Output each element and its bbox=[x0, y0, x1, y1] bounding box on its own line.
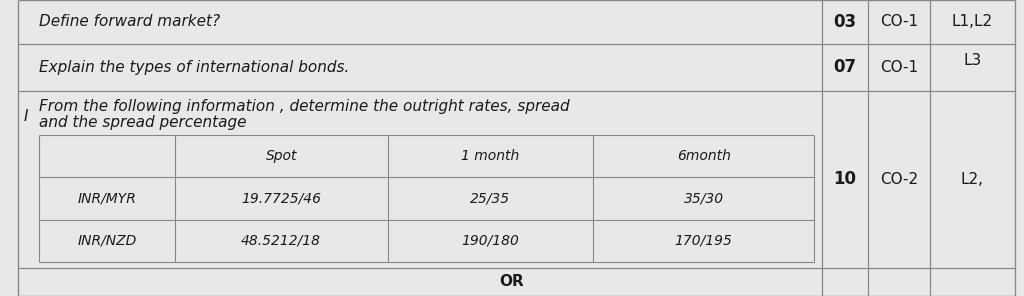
Text: 1 month: 1 month bbox=[462, 149, 519, 163]
Text: 6month: 6month bbox=[677, 149, 730, 163]
Text: CO-2: CO-2 bbox=[880, 172, 919, 187]
Text: 19.7725/46: 19.7725/46 bbox=[242, 192, 322, 205]
Text: Explain the types of international bonds.: Explain the types of international bonds… bbox=[39, 60, 349, 75]
Text: 07: 07 bbox=[834, 59, 856, 76]
Text: 03: 03 bbox=[834, 13, 856, 31]
Text: 190/180: 190/180 bbox=[462, 234, 519, 248]
Text: Define forward market?: Define forward market? bbox=[39, 15, 220, 30]
Text: Spot: Spot bbox=[265, 149, 297, 163]
Text: CO-1: CO-1 bbox=[880, 60, 919, 75]
Text: INR/MYR: INR/MYR bbox=[78, 192, 136, 205]
Text: 48.5212/18: 48.5212/18 bbox=[242, 234, 322, 248]
Text: 35/30: 35/30 bbox=[683, 192, 724, 205]
Text: INR/NZD: INR/NZD bbox=[77, 234, 136, 248]
Text: 10: 10 bbox=[834, 170, 856, 189]
Text: L3: L3 bbox=[964, 53, 982, 68]
Text: 25/35: 25/35 bbox=[470, 192, 511, 205]
Text: L1,L2: L1,L2 bbox=[952, 15, 993, 30]
Text: From the following information , determine the outright rates, spread: From the following information , determi… bbox=[39, 99, 569, 114]
Text: L2,: L2, bbox=[961, 172, 984, 187]
Text: I: I bbox=[24, 109, 29, 124]
Text: CO-1: CO-1 bbox=[880, 15, 919, 30]
Text: and the spread percentage: and the spread percentage bbox=[39, 115, 247, 130]
Text: OR: OR bbox=[500, 274, 524, 289]
Text: 170/195: 170/195 bbox=[675, 234, 732, 248]
